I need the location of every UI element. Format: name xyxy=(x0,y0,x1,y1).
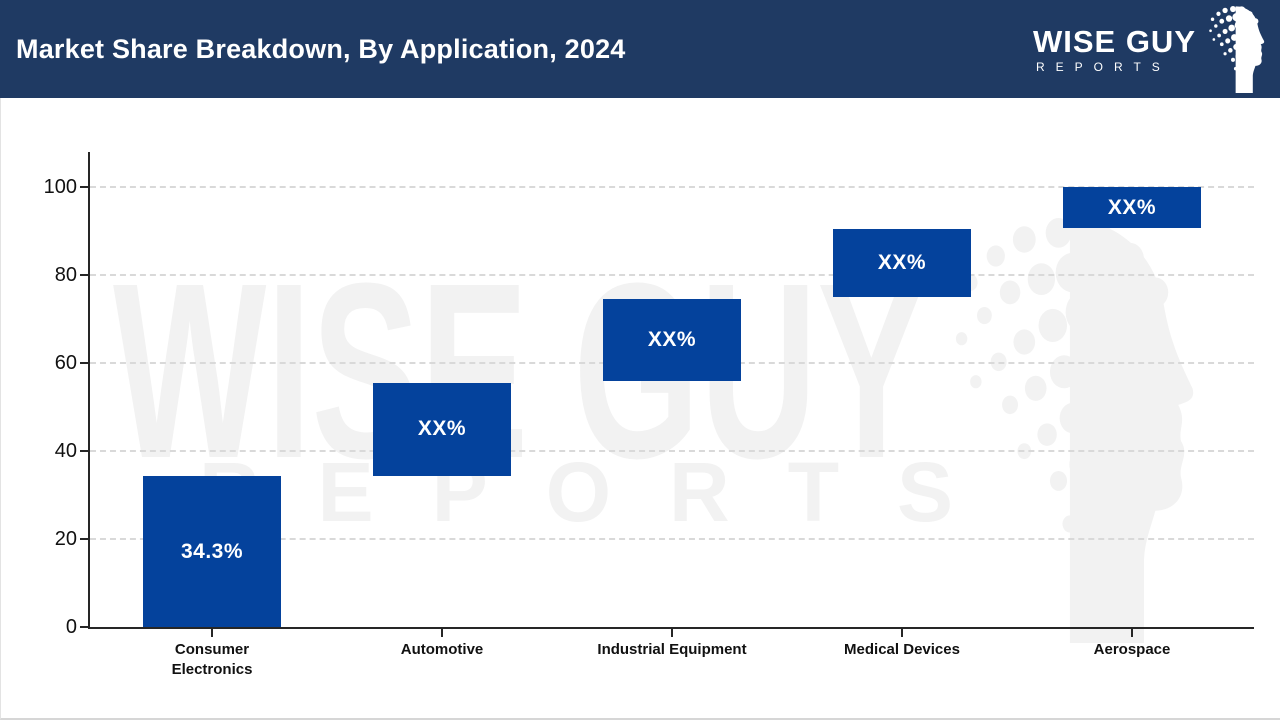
y-tick-label-80: 80 xyxy=(54,264,77,286)
bar-value-label-industrial-equipment: XX% xyxy=(647,328,697,352)
y-tick-label-40: 40 xyxy=(54,440,77,462)
x-tick-label-aerospace: Aerospace xyxy=(1093,641,1171,658)
y-tick-40 xyxy=(80,450,88,452)
y-tick-60 xyxy=(80,362,88,364)
brand-subtitle: REPORTS xyxy=(1035,59,1171,74)
brand-logo: WISE GUY REPORTS xyxy=(1033,5,1280,93)
bar-value-label-medical-devices: XX% xyxy=(877,250,927,274)
y-axis-line xyxy=(88,152,90,629)
y-tick-20 xyxy=(80,538,88,540)
bar-value-label-aerospace: XX% xyxy=(1107,195,1157,219)
x-tick-label-medical-devices: Medical Devices xyxy=(844,641,960,658)
y-tick-100 xyxy=(80,186,88,188)
x-tick-label-industrial-equipment: Industrial Equipment xyxy=(597,641,747,658)
bar-automotive: XX% xyxy=(373,382,511,477)
x-tick-label-consumer-electronics: Consumer Electronics xyxy=(171,641,253,678)
x-tick-consumer-electronics xyxy=(211,629,213,637)
watermark-text-2: REPORTS xyxy=(199,445,1012,539)
bar-consumer-electronics: 34.3% xyxy=(143,476,281,627)
x-tick-industrial-equipment xyxy=(671,629,673,637)
page-title: Market Share Breakdown, By Application, … xyxy=(16,33,626,64)
brand-wordmark: WISE GUY REPORTS xyxy=(1033,26,1196,73)
x-axis-line xyxy=(88,627,1254,629)
gridline-40 xyxy=(90,450,1254,452)
bar-medical-devices: XX% xyxy=(833,228,971,297)
y-tick-label-20: 20 xyxy=(54,528,77,550)
logo-face-icon xyxy=(1209,6,1265,93)
bar-value-label-consumer-electronics: 34.3% xyxy=(180,539,244,563)
bar-industrial-equipment: XX% xyxy=(603,299,741,382)
gridline-20 xyxy=(90,538,1254,540)
y-tick-label-0: 0 xyxy=(65,616,77,638)
brand-name: WISE GUY xyxy=(1032,23,1196,59)
gridline-80 xyxy=(90,274,1254,276)
header-bar: Market Share Breakdown, By Application, … xyxy=(0,0,1280,98)
y-tick-80 xyxy=(80,274,88,276)
bar-aerospace: XX% xyxy=(1063,187,1201,229)
watermark-text-1: WISE GUY xyxy=(113,231,926,510)
y-tick-label-60: 60 xyxy=(54,352,77,374)
gridline-100 xyxy=(90,186,1254,188)
x-tick-automotive xyxy=(441,629,443,637)
chart-area: WISE GUY REPORTS 0 20 40 60 80 100 34.3% Consum… xyxy=(0,98,1280,720)
y-tick-label-100: 100 xyxy=(43,176,77,198)
y-tick-0 xyxy=(80,626,88,628)
x-tick-aerospace xyxy=(1131,629,1133,637)
bar-value-label-automotive: XX% xyxy=(417,417,467,441)
x-tick-label-automotive: Automotive xyxy=(400,641,484,658)
x-tick-medical-devices xyxy=(901,629,903,637)
